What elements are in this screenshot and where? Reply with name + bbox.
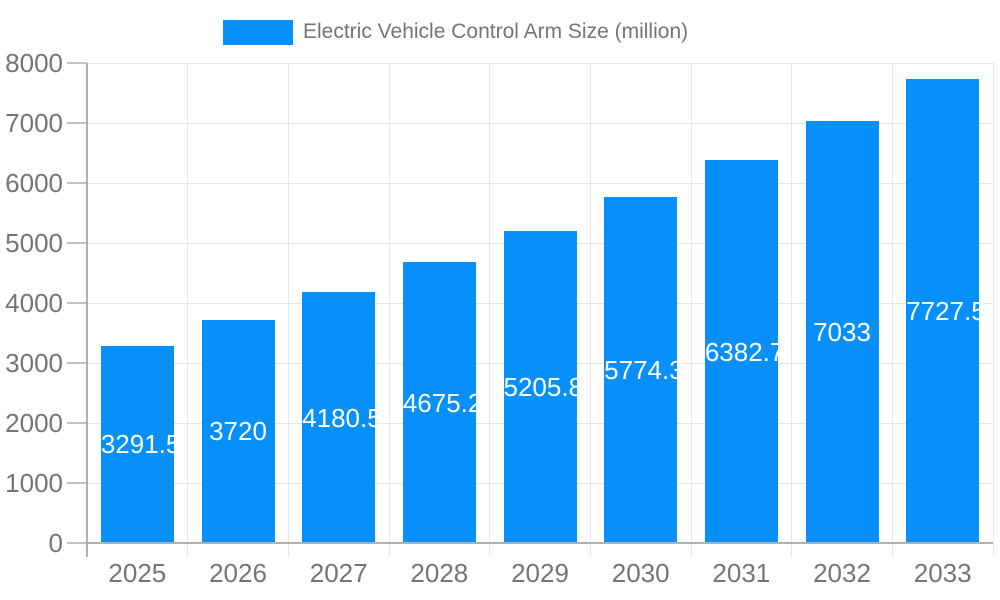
y-axis-tick bbox=[67, 542, 87, 544]
y-axis-label: 6000 bbox=[5, 168, 63, 198]
category-gridline bbox=[489, 63, 491, 557]
bar-value-label: 7033 bbox=[813, 317, 871, 347]
x-axis-label: 2033 bbox=[913, 558, 972, 588]
legend-label: Electric Vehicle Control Arm Size (milli… bbox=[303, 20, 689, 43]
bar-2032[interactable]: 7033 bbox=[805, 121, 879, 543]
y-axis-tick bbox=[67, 362, 87, 364]
y-axis-tick bbox=[67, 422, 87, 424]
y-axis-tick bbox=[67, 302, 87, 304]
y-gridline bbox=[87, 122, 993, 124]
bar-value-label: 3291.5 bbox=[100, 429, 181, 460]
bar-2025[interactable]: 3291.5 bbox=[100, 345, 181, 543]
bar-value-label: 5774.3 bbox=[604, 354, 684, 385]
category-gridline bbox=[287, 63, 289, 557]
y-axis-tick bbox=[67, 242, 87, 244]
x-axis-label: 2032 bbox=[813, 558, 871, 588]
legend-swatch-icon bbox=[223, 19, 293, 45]
category-gridline bbox=[690, 63, 692, 557]
y-axis-label: 8000 bbox=[5, 48, 63, 78]
y-axis-line bbox=[86, 63, 88, 557]
y-axis-tick bbox=[67, 62, 87, 64]
y-axis-label: 5000 bbox=[5, 228, 63, 258]
y-axis-tick bbox=[67, 182, 87, 184]
category-gridline bbox=[992, 63, 994, 557]
category-gridline bbox=[891, 63, 893, 557]
bar-value-label: 7727.5 bbox=[906, 296, 986, 327]
bar-2028[interactable]: 4675.2 bbox=[402, 262, 483, 543]
x-axis-label: 2030 bbox=[611, 558, 670, 588]
y-axis-label: 1000 bbox=[5, 468, 63, 498]
bar-value-label: 5205.8 bbox=[503, 371, 584, 402]
category-gridline bbox=[589, 63, 591, 557]
y-axis-label: 4000 bbox=[5, 288, 63, 318]
bar-2027[interactable]: 4180.5 bbox=[302, 292, 382, 543]
x-axis-label: 2029 bbox=[511, 558, 569, 588]
bar-value-label: 6382.7 bbox=[704, 336, 785, 367]
bar-value-label: 4180.5 bbox=[302, 402, 382, 433]
category-gridline bbox=[791, 63, 793, 557]
x-axis-label: 2025 bbox=[108, 558, 167, 588]
y-gridline bbox=[87, 182, 993, 184]
x-axis-label: 2026 bbox=[209, 558, 267, 588]
bar-2026[interactable]: 3720 bbox=[201, 319, 275, 543]
y-axis-label: 7000 bbox=[5, 108, 63, 138]
bar-2033[interactable]: 7727.5 bbox=[906, 79, 986, 543]
y-axis-label: 2000 bbox=[5, 408, 63, 438]
x-axis-line bbox=[87, 542, 993, 544]
bar-2030[interactable]: 5774.3 bbox=[604, 196, 684, 543]
bar-value-label: 3720 bbox=[209, 416, 267, 447]
category-gridline bbox=[388, 63, 390, 557]
x-axis-label: 2028 bbox=[410, 558, 469, 588]
y-axis-label: 0 bbox=[48, 528, 63, 558]
x-axis-label: 2027 bbox=[309, 558, 368, 588]
bar-value-label: 4675.2 bbox=[402, 387, 483, 418]
y-axis-tick bbox=[67, 122, 87, 124]
x-axis-label: 2031 bbox=[712, 558, 771, 588]
category-gridline bbox=[187, 63, 189, 557]
y-axis-label: 3000 bbox=[5, 348, 63, 378]
bar-2029[interactable]: 5205.8 bbox=[503, 230, 584, 543]
legend-item[interactable]: Electric Vehicle Control Arm Size (milli… bbox=[223, 18, 688, 46]
y-axis-tick bbox=[67, 482, 87, 484]
y-gridline bbox=[87, 62, 993, 64]
bar-2031[interactable]: 6382.7 bbox=[704, 160, 785, 543]
